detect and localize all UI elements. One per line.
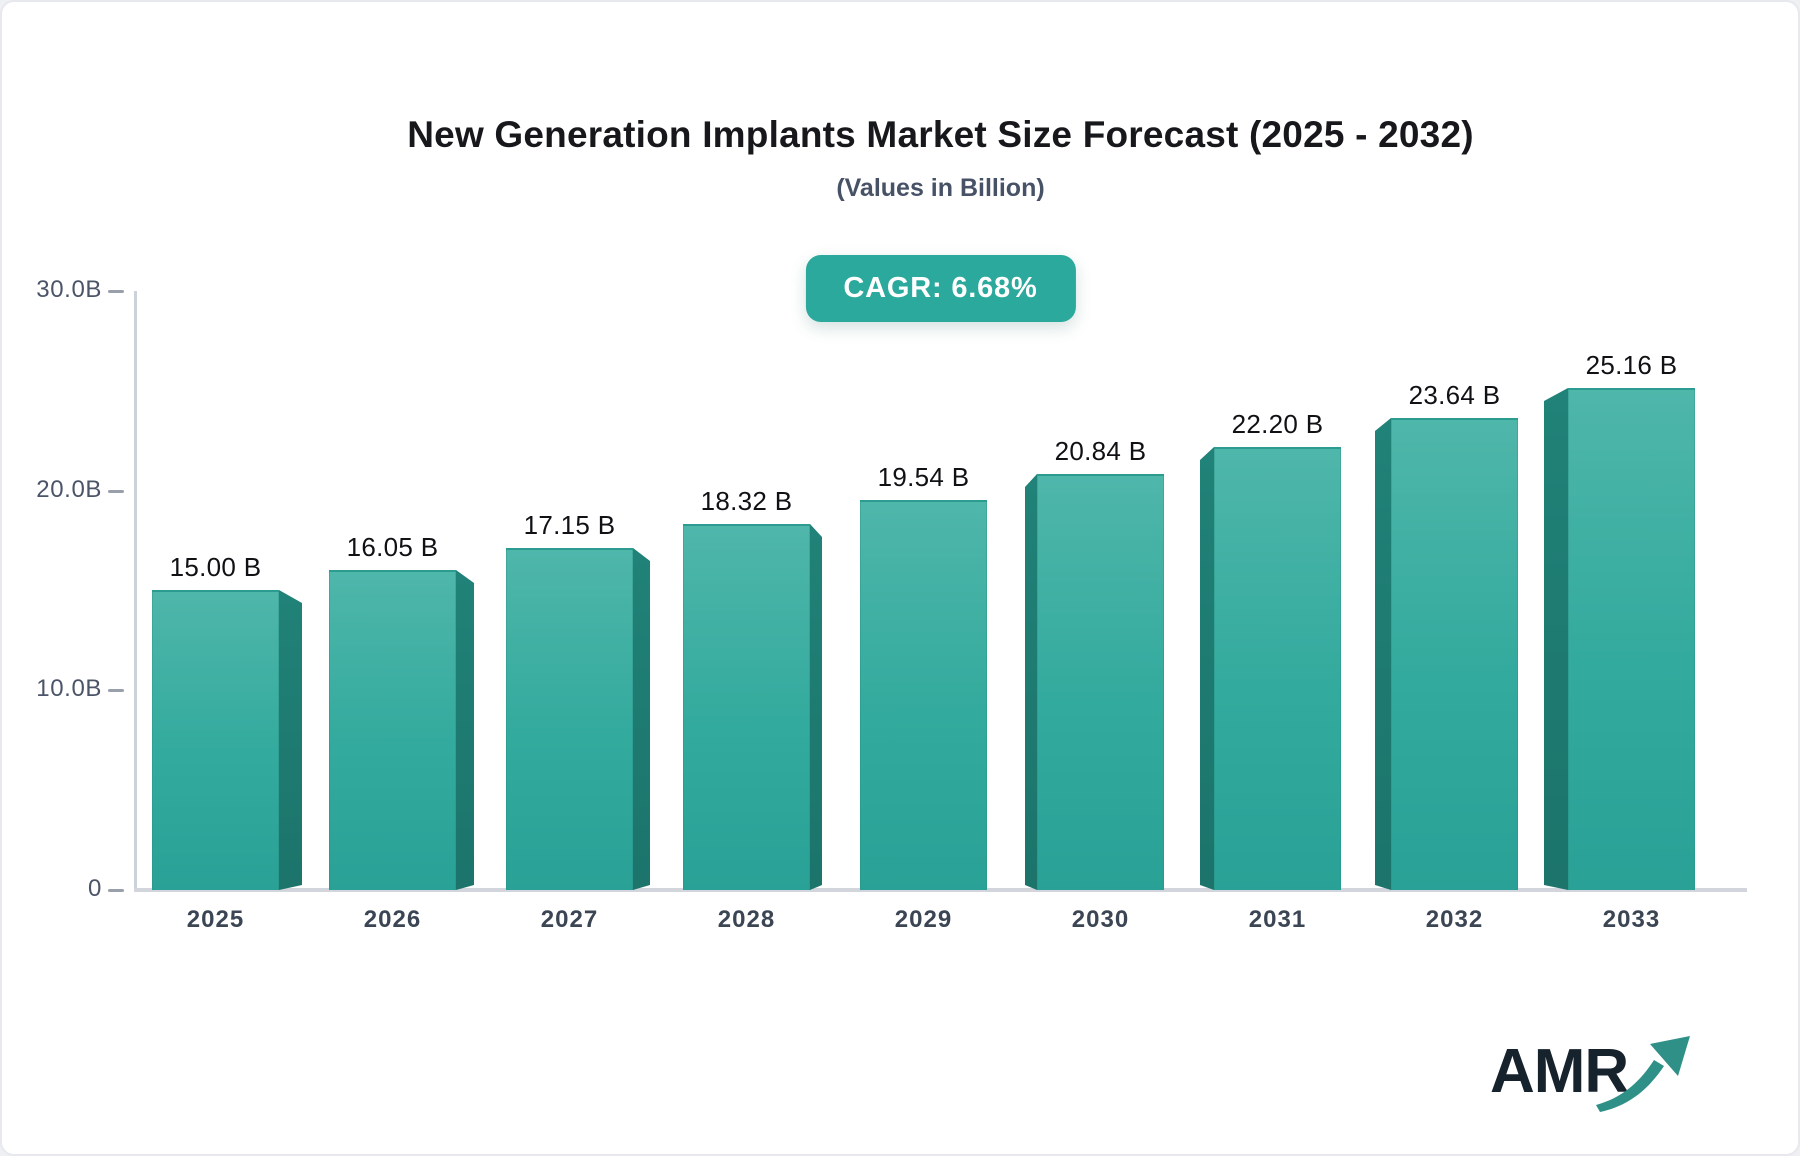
x-label-2026: 2026 bbox=[363, 906, 422, 933]
bar-side-2033 bbox=[1544, 388, 1568, 890]
bar-side-2026 bbox=[456, 570, 474, 890]
bar-2031 bbox=[1214, 447, 1341, 890]
y-tick-label: 0 bbox=[88, 875, 102, 902]
value-label-2031: 22.20 B bbox=[1231, 409, 1324, 439]
amr-logo: AMR bbox=[1482, 1020, 1702, 1130]
y-tick-mark bbox=[108, 290, 124, 293]
amr-logo-text: AMR bbox=[1490, 1037, 1628, 1106]
y-axis-line bbox=[134, 291, 137, 890]
y-tick-label: 30.0B bbox=[36, 276, 102, 303]
y-tick-label: 10.0B bbox=[36, 675, 102, 703]
cagr-badge: CAGR: 6.68% bbox=[805, 255, 1076, 322]
bar-2029 bbox=[860, 500, 987, 890]
bar-2027 bbox=[506, 548, 633, 890]
x-label-2029: 2029 bbox=[894, 906, 953, 933]
value-label-2030: 20.84 B bbox=[1054, 436, 1147, 466]
bar-side-2030 bbox=[1025, 474, 1037, 890]
value-label-2027: 17.15 B bbox=[523, 510, 616, 540]
value-label-2029: 19.54 B bbox=[877, 462, 970, 492]
y-tick-label: 20.0B bbox=[36, 475, 102, 503]
x-label-2028: 2028 bbox=[717, 906, 776, 933]
bar-2026 bbox=[329, 570, 456, 890]
y-tick-mark bbox=[108, 689, 124, 693]
bar-side-2025 bbox=[279, 590, 302, 890]
x-label-2031: 2031 bbox=[1248, 906, 1307, 933]
bar-2032 bbox=[1391, 418, 1518, 890]
x-label-2032: 2032 bbox=[1425, 906, 1484, 933]
y-tick-mark bbox=[108, 489, 124, 493]
growth-arrow-icon bbox=[1596, 1036, 1690, 1112]
bar-side-2032 bbox=[1375, 418, 1391, 890]
bar-side-2027 bbox=[633, 548, 650, 890]
bar-2033 bbox=[1568, 388, 1695, 890]
x-label-2033: 2033 bbox=[1602, 906, 1661, 933]
bar-2028 bbox=[683, 524, 810, 890]
x-label-2030: 2030 bbox=[1071, 906, 1130, 933]
y-tick-mark bbox=[108, 889, 124, 892]
value-label-2028: 18.32 B bbox=[700, 486, 793, 516]
bar-side-2028 bbox=[810, 524, 822, 890]
chart-subtitle: (Values in Billion) bbox=[836, 174, 1045, 202]
value-label-2033: 25.16 B bbox=[1585, 350, 1678, 380]
value-label-2032: 23.64 B bbox=[1408, 380, 1501, 410]
value-label-2025: 15.00 B bbox=[169, 552, 262, 582]
x-axis-line bbox=[134, 888, 1747, 892]
value-label-2026: 16.05 B bbox=[346, 532, 439, 562]
x-label-2027: 2027 bbox=[540, 906, 599, 933]
bar-side-2031 bbox=[1200, 447, 1214, 890]
bar-2030 bbox=[1037, 474, 1164, 890]
bar-2025 bbox=[152, 590, 279, 890]
chart-title: New Generation Implants Market Size Fore… bbox=[407, 114, 1474, 155]
x-label-2025: 2025 bbox=[186, 906, 245, 933]
